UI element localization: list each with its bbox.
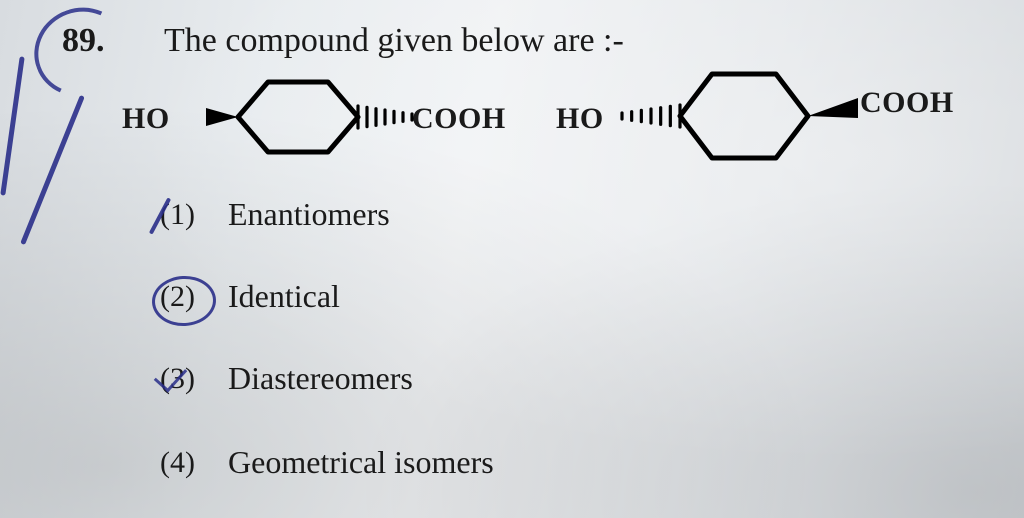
- molecule-1: [168, 62, 428, 172]
- option-4: (4) Geometrical isomers: [160, 444, 494, 481]
- option-3: (3) Diastereomers: [160, 360, 413, 397]
- pen-stroke-2: [20, 95, 85, 245]
- label-ho-2: HO: [556, 102, 604, 136]
- option-4-text: Geometrical isomers: [228, 444, 494, 481]
- label-ho-1: HO: [122, 102, 170, 136]
- question-text: The compound given below are :-: [164, 22, 624, 60]
- option-1-text: Enantiomers: [228, 196, 390, 233]
- option-3-text: Diastereomers: [228, 360, 413, 397]
- option-4-number: (4): [160, 446, 210, 480]
- pen-arc-qnum: [22, 0, 140, 109]
- option-2-text: Identical: [228, 278, 340, 315]
- molecule-2: [600, 48, 880, 168]
- option-1: (1) Enantiomers: [160, 196, 390, 233]
- pen-stroke-1: [0, 56, 24, 195]
